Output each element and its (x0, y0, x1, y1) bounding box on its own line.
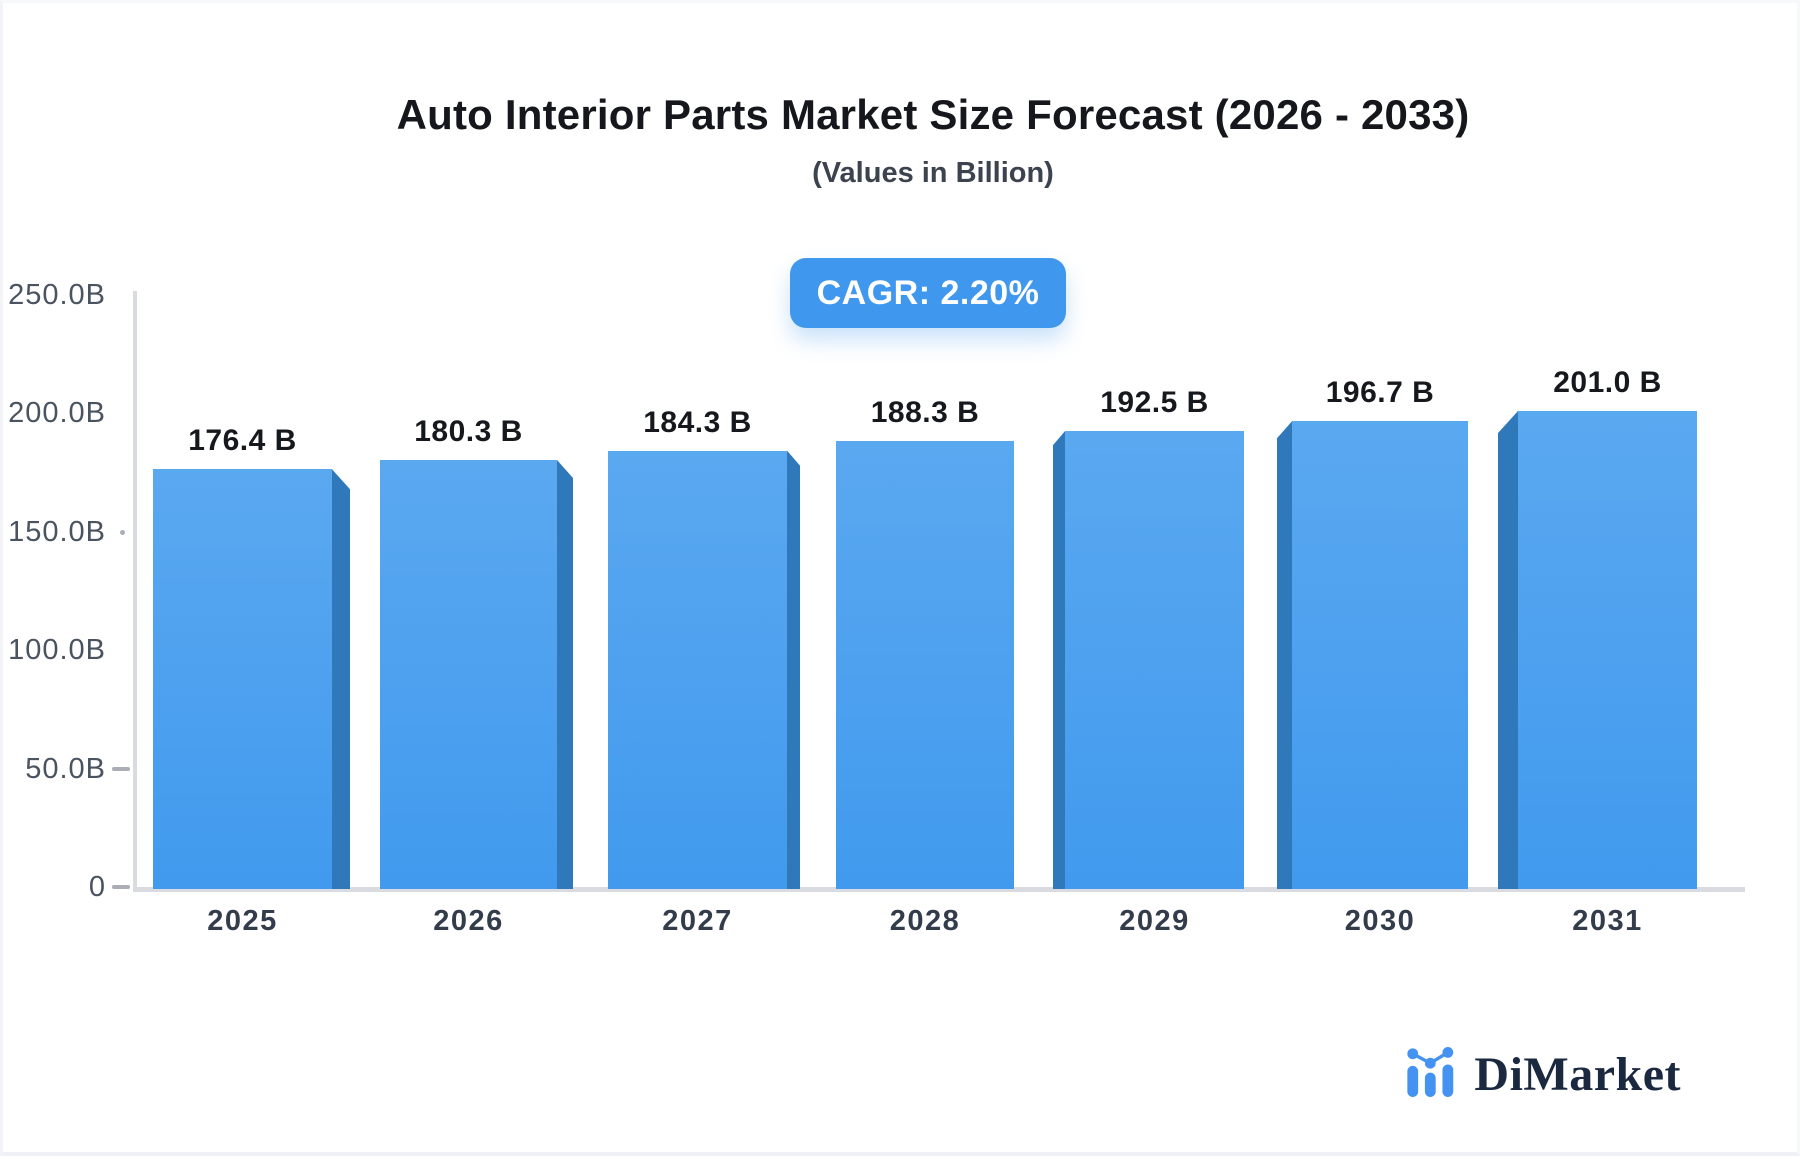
y-axis-tick-label: 200.0B (8, 397, 106, 430)
bar[interactable] (1065, 431, 1244, 889)
chart-title: Auto Interior Parts Market Size Forecast… (396, 91, 1470, 138)
bar-3d-side (1498, 411, 1518, 889)
x-axis-category-label: 2031 (1572, 905, 1643, 937)
x-axis-category-label: 2027 (662, 905, 733, 937)
bar-3d-side (1277, 421, 1292, 889)
bar-value-label: 201.0 B (1553, 366, 1662, 400)
chart-subtitle: (Values in Billion) (812, 157, 1054, 189)
cagr-badge-label: CAGR: 2.20% (816, 273, 1040, 312)
bar-value-label: 192.5 B (1100, 386, 1209, 420)
bar-3d-side (557, 460, 573, 889)
bar[interactable] (608, 450, 787, 889)
brand-logo: DiMarket (1406, 1039, 1681, 1109)
x-axis-category-label: 2025 (207, 905, 278, 937)
x-axis-category-label: 2026 (433, 905, 504, 937)
bar-value-label: 184.3 B (643, 405, 752, 439)
brand-logo-text: DiMarket (1474, 1047, 1681, 1101)
bar-3d-side (332, 469, 350, 889)
y-axis-tick-label: 100.0B (8, 634, 106, 667)
bar-3d-side (1053, 431, 1065, 889)
bar[interactable] (380, 460, 557, 889)
bar-value-label: 180.3 B (414, 415, 523, 449)
x-axis-category-label: 2030 (1344, 905, 1416, 937)
y-axis-tick-label: 250.0B (8, 279, 106, 311)
bar[interactable] (153, 469, 332, 889)
cagr-badge: CAGR: 2.20% (790, 258, 1066, 328)
bar[interactable] (836, 441, 1014, 889)
bar-value-label: 196.7 B (1325, 376, 1435, 410)
y-axis-tick-mark (112, 766, 130, 771)
x-axis-baseline (133, 887, 1745, 892)
bar-3d-side (787, 450, 800, 889)
bar-chart-plot-area: 250.0B 200.0B 150.0B 100.0B 50.0B 0 176.4 B 202… (3, 3, 1800, 1159)
mini-bar-chart-icon (1407, 1047, 1454, 1097)
y-axis-tick-label: 150.0B (8, 515, 106, 548)
x-axis-category-label: 2028 (889, 905, 961, 937)
bar-value-label: 176.4 B (188, 424, 297, 458)
x-axis-category-label: 2029 (1119, 905, 1190, 937)
bar[interactable] (1518, 411, 1697, 889)
y-axis-tick-mark (112, 885, 130, 889)
y-axis-tick-label: 0 (88, 871, 106, 903)
y-axis-tick-label: 50.0B (25, 752, 106, 785)
chart-header: Auto Interior Parts Market Size Forecast… (33, 91, 1800, 190)
bar-value-label: 188.3 B (870, 396, 980, 430)
y-axis-line (133, 291, 137, 891)
y-axis-tick-dot (120, 529, 125, 535)
bar[interactable] (1292, 421, 1468, 889)
